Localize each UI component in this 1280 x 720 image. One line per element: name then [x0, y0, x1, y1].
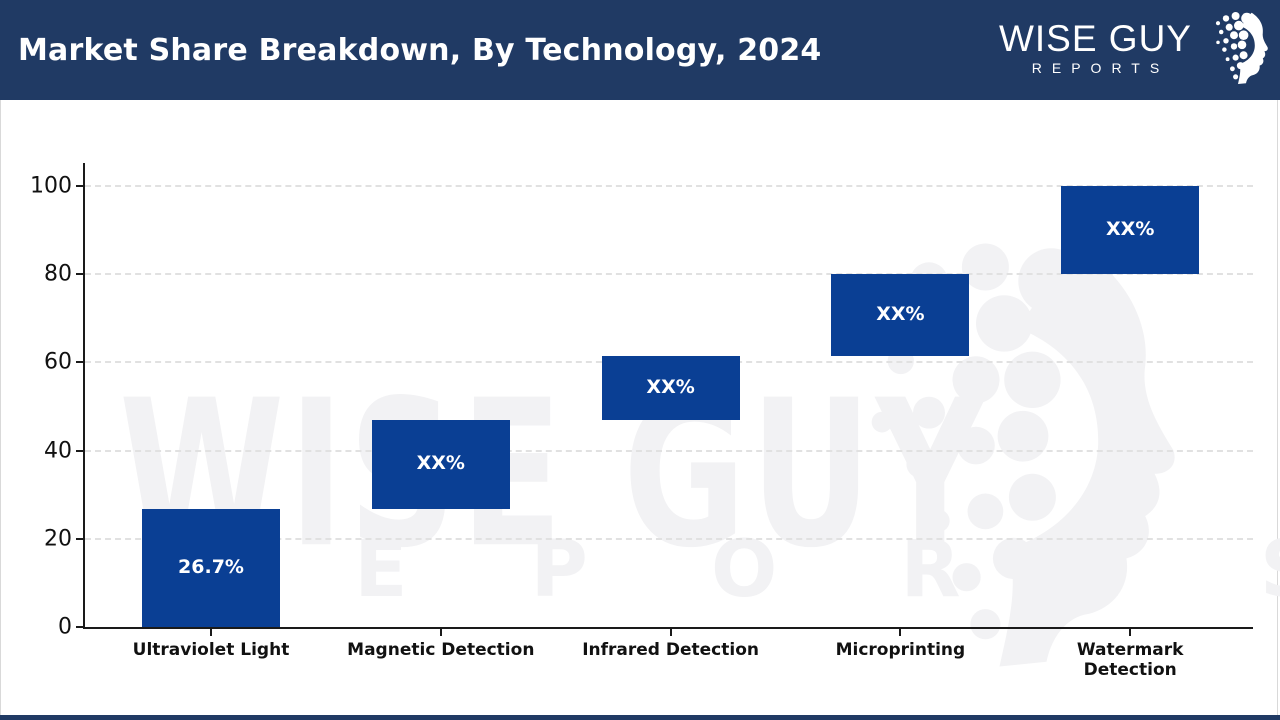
- y-axis-line: [83, 163, 85, 629]
- logo-head-icon: [1215, 12, 1268, 84]
- bar-segment: [142, 509, 280, 627]
- x-tick-mark: [899, 629, 902, 636]
- logo-wordmark: WISE GUY: [998, 17, 1192, 59]
- x-tick-mark: [439, 629, 442, 636]
- x-tick-mark: [210, 629, 212, 636]
- y-tick-label: 0: [58, 614, 72, 640]
- x-tick-mark: [1129, 629, 1132, 636]
- y-gridline: [85, 185, 1253, 187]
- y-tick-label: 100: [30, 173, 72, 199]
- y-tick-mark: [76, 361, 83, 364]
- footer-bar: [0, 715, 1280, 720]
- x-category-label: Magnetic Detection: [347, 640, 535, 660]
- bar-value-label: XX%: [416, 452, 465, 475]
- page-title: Market Share Breakdown, By Technology, 2…: [18, 32, 822, 68]
- y-tick-mark: [76, 273, 83, 276]
- bar-value-label: XX%: [876, 302, 925, 325]
- bar-segment: [371, 419, 510, 510]
- x-axis-line: [83, 627, 1253, 629]
- bar-segment: [1061, 186, 1200, 275]
- y-gridline: [85, 449, 1253, 452]
- x-category-label: Microprinting: [835, 640, 966, 660]
- x-category-label: Ultraviolet Light: [132, 640, 290, 660]
- logo-text: WISE GUY REPORTS: [998, 17, 1192, 77]
- bar-value-label: XX%: [646, 375, 695, 398]
- bar-value-label: 26.7%: [178, 556, 244, 579]
- header-bar: Market Share Breakdown, By Technology, 2…: [0, 0, 1280, 100]
- y-tick-label: 80: [44, 261, 72, 287]
- bar-value-label: XX%: [1106, 217, 1155, 240]
- y-gridline: [85, 273, 1253, 276]
- x-category-label: Infrared Detection: [582, 640, 759, 660]
- bar-segment: [831, 274, 970, 356]
- y-tick-mark: [76, 537, 83, 540]
- y-tick-label: 40: [44, 438, 72, 464]
- y-tick-label: 20: [44, 526, 72, 552]
- x-tick-mark: [669, 629, 672, 636]
- y-gridline: [85, 537, 1253, 540]
- wiseguy-logo: WISE GUY REPORTS: [999, 8, 1274, 88]
- y-tick-label: 60: [44, 349, 72, 375]
- x-category-label: Watermark Detection: [1076, 640, 1184, 681]
- y-tick-mark: [76, 449, 83, 452]
- y-tick-mark: [76, 185, 83, 187]
- bar-segment: [601, 355, 740, 420]
- y-tick-mark: [76, 626, 83, 628]
- logo-subtitle: REPORTS: [1031, 60, 1170, 77]
